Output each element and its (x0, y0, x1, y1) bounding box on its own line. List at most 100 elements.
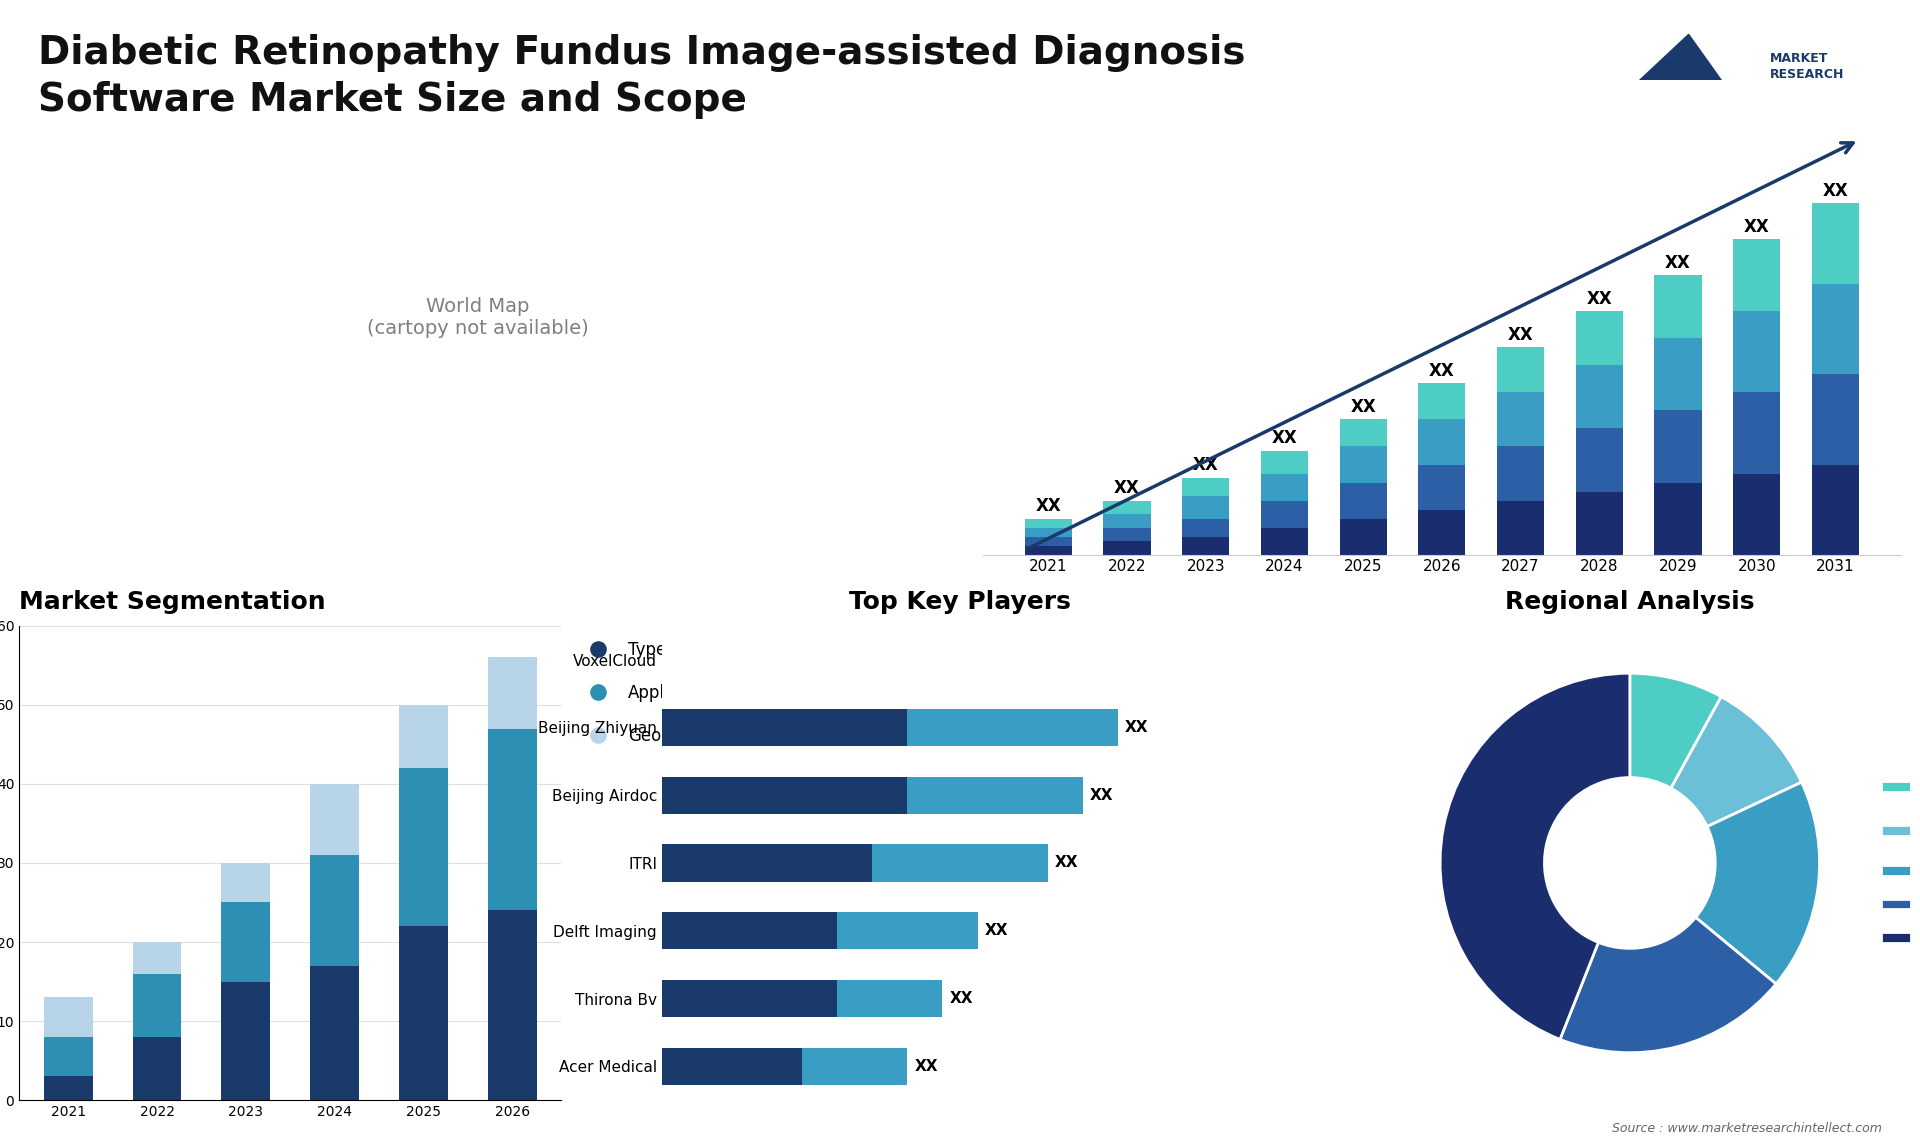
Bar (1183, 496, 1229, 519)
Bar (1734, 312, 1780, 392)
Text: Source : www.marketresearchintellect.com: Source : www.marketresearchintellect.com (1611, 1122, 1882, 1135)
Wedge shape (1440, 673, 1630, 1039)
Bar (311, 855, 359, 966)
Bar (662, 777, 908, 814)
Bar (1340, 519, 1386, 555)
Bar (1812, 284, 1859, 375)
Bar (44, 1037, 92, 1076)
Bar (1576, 429, 1622, 492)
Text: XX: XX (950, 991, 973, 1006)
Bar (1734, 240, 1780, 312)
Bar (44, 1076, 92, 1100)
Bar (488, 729, 536, 910)
Bar (1734, 392, 1780, 473)
Bar (1340, 419, 1386, 447)
Bar (1576, 492, 1622, 555)
Bar (1025, 527, 1071, 536)
Bar (1104, 527, 1150, 541)
Bar (1419, 419, 1465, 464)
Title: Regional Analysis: Regional Analysis (1505, 590, 1755, 614)
Bar (1498, 347, 1544, 392)
Bar (1183, 478, 1229, 496)
Bar (1104, 501, 1150, 515)
Bar (488, 658, 536, 729)
Text: Market Segmentation: Market Segmentation (19, 590, 326, 614)
Bar (1576, 366, 1622, 429)
Bar (1655, 410, 1701, 482)
Title: Top Key Players: Top Key Players (849, 590, 1071, 614)
Text: XX: XX (1586, 290, 1613, 308)
Text: XX: XX (1665, 253, 1692, 272)
Bar (1655, 275, 1701, 338)
Bar (837, 980, 943, 1018)
Bar (1104, 541, 1150, 555)
Bar (132, 1037, 180, 1100)
Bar (399, 926, 447, 1100)
Bar (1498, 392, 1544, 447)
Wedge shape (1559, 918, 1776, 1053)
Bar (662, 708, 908, 746)
Text: XX: XX (985, 924, 1008, 939)
Bar (1025, 545, 1071, 555)
Bar (1655, 338, 1701, 410)
Text: XX: XX (1743, 218, 1770, 236)
Text: XX: XX (1192, 456, 1219, 474)
Bar (662, 845, 872, 881)
Text: XX: XX (1091, 787, 1114, 802)
Bar (1419, 384, 1465, 419)
Text: XX: XX (1350, 398, 1377, 416)
Bar (1419, 464, 1465, 510)
Text: XX: XX (914, 1059, 937, 1074)
Bar (908, 777, 1083, 814)
Text: XX: XX (1507, 325, 1534, 344)
Bar (872, 845, 1048, 881)
Bar (1183, 519, 1229, 536)
Bar (1261, 473, 1308, 501)
Text: Diabetic Retinopathy Fundus Image-assisted Diagnosis
Software Market Size and Sc: Diabetic Retinopathy Fundus Image-assist… (38, 34, 1246, 119)
Bar (132, 974, 180, 1037)
Bar (1261, 452, 1308, 473)
Bar (488, 910, 536, 1100)
Bar (311, 966, 359, 1100)
Bar (1104, 515, 1150, 527)
Bar (1812, 464, 1859, 555)
Bar (1025, 536, 1071, 545)
Text: XX: XX (1428, 362, 1455, 379)
Bar (1812, 375, 1859, 464)
Bar (1419, 510, 1465, 555)
Bar (1655, 482, 1701, 555)
Text: XX: XX (1125, 720, 1148, 735)
Text: XX: XX (1114, 479, 1140, 497)
Text: XX: XX (1035, 497, 1062, 515)
Bar (1498, 501, 1544, 555)
Text: World Map
(cartopy not available): World Map (cartopy not available) (367, 297, 589, 338)
Bar (221, 903, 271, 982)
Bar (1340, 447, 1386, 482)
Bar (1340, 482, 1386, 519)
Legend: Type, Application, Geography: Type, Application, Geography (574, 634, 728, 752)
Bar (908, 708, 1117, 746)
Bar (662, 980, 837, 1018)
Bar (1025, 519, 1071, 527)
Bar (1576, 312, 1622, 366)
Bar (132, 942, 180, 974)
Text: XX: XX (1822, 181, 1849, 199)
Legend: Latin America, Middle East &
Africa, Asia Pacific, Europe, North America: Latin America, Middle East & Africa, Asi… (1874, 774, 1920, 952)
Bar (221, 982, 271, 1100)
Bar (1734, 473, 1780, 555)
Text: MARKET
RESEARCH
INTELLECT: MARKET RESEARCH INTELLECT (1770, 52, 1845, 96)
Bar (662, 912, 837, 949)
Bar (837, 912, 977, 949)
Bar (221, 863, 271, 903)
Bar (1812, 203, 1859, 284)
Text: XX: XX (1271, 430, 1298, 447)
Wedge shape (1630, 673, 1720, 788)
Bar (399, 705, 447, 768)
Bar (399, 768, 447, 926)
Bar (803, 1047, 908, 1085)
Bar (1261, 501, 1308, 527)
Wedge shape (1695, 783, 1820, 984)
Bar (662, 1047, 803, 1085)
Text: XX: XX (1054, 855, 1079, 871)
Wedge shape (1670, 697, 1801, 826)
